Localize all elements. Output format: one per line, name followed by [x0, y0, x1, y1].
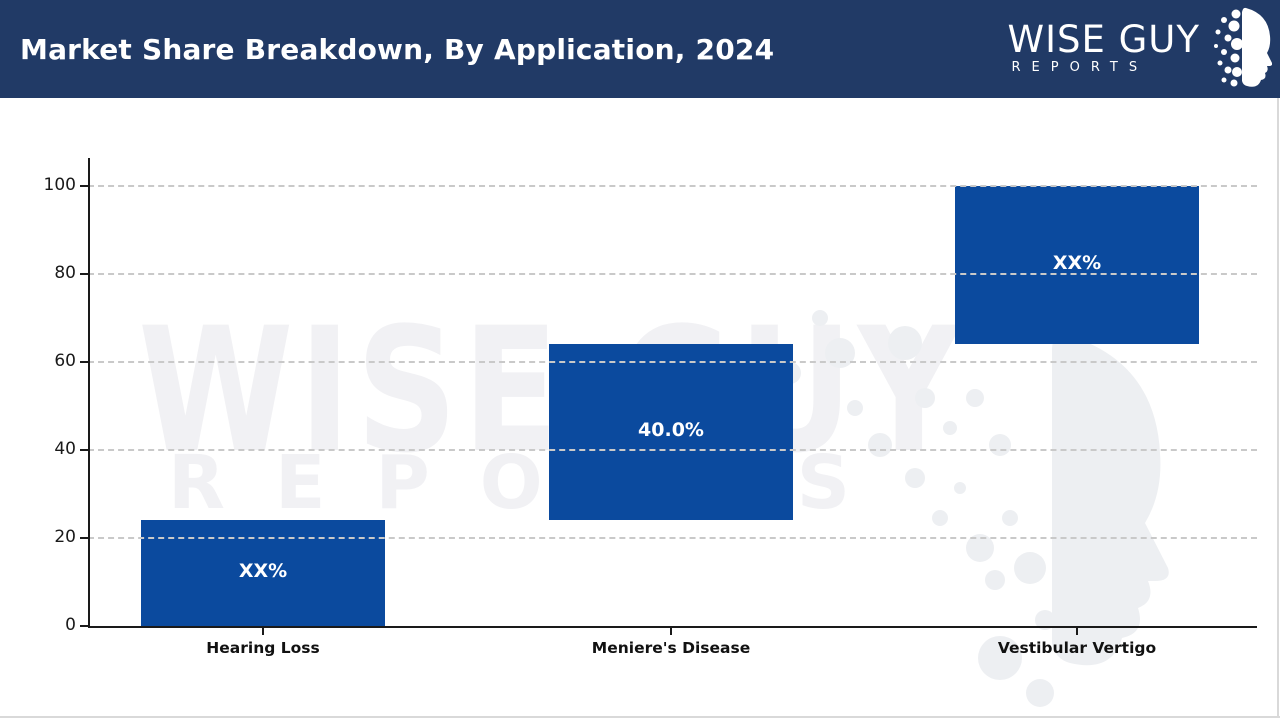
y-tick-80 — [80, 273, 88, 275]
y-tick-label-100: 100 — [43, 175, 76, 195]
category-label-1: Meniere's Disease — [591, 639, 751, 657]
gridline-80 — [88, 273, 1257, 275]
x-axis-line — [88, 626, 1257, 628]
gridline-60 — [88, 361, 1257, 363]
y-tick-60 — [80, 361, 88, 363]
bar-2 — [955, 186, 1199, 345]
y-tick-label-80: 80 — [54, 263, 76, 283]
x-tick-1 — [670, 628, 672, 635]
wiseguy-face-logo-icon — [1214, 7, 1272, 87]
watermark-dots-face — [779, 310, 1169, 707]
bar-1 — [549, 344, 793, 521]
gridline-100 — [88, 185, 1257, 187]
wiseguy-logo: WISE GUY REPORTS — [1008, 6, 1272, 90]
y-tick-label-60: 60 — [54, 351, 76, 371]
page-title: Market Share Breakdown, By Application, … — [20, 32, 775, 66]
y-axis-line — [88, 158, 90, 628]
gridline-40 — [88, 449, 1257, 451]
y-tick-100 — [80, 185, 88, 187]
y-tick-20 — [80, 537, 88, 539]
y-tick-40 — [80, 449, 88, 451]
wiseguy-logo-text: WISE GUY REPORTS — [1007, 17, 1200, 76]
page-right-border — [1277, 98, 1279, 718]
header-bar: Market Share Breakdown, By Application, … — [0, 0, 1280, 98]
y-tick-label-0: 0 — [65, 615, 76, 635]
category-label-0: Hearing Loss — [206, 639, 320, 657]
logo-wordmark: WISE GUY — [1007, 17, 1200, 61]
page-bottom-border — [0, 716, 1280, 718]
y-tick-label-20: 20 — [54, 527, 76, 547]
bar-value-label-1: 40.0% — [638, 419, 704, 442]
x-tick-0 — [262, 628, 264, 635]
bar-value-label-0: XX% — [238, 560, 288, 583]
chart-area: WISE GUY REPORTS 020406080100XX%Hearing … — [0, 98, 1280, 720]
y-tick-label-40: 40 — [54, 439, 76, 459]
bar-value-label-2: XX% — [1052, 252, 1102, 275]
y-tick-0 — [80, 625, 88, 627]
logo-subtitle: REPORTS — [1011, 60, 1149, 76]
gridline-20 — [88, 537, 1257, 539]
category-label-2: Vestibular Vertigo — [997, 639, 1157, 657]
x-tick-2 — [1076, 628, 1078, 635]
